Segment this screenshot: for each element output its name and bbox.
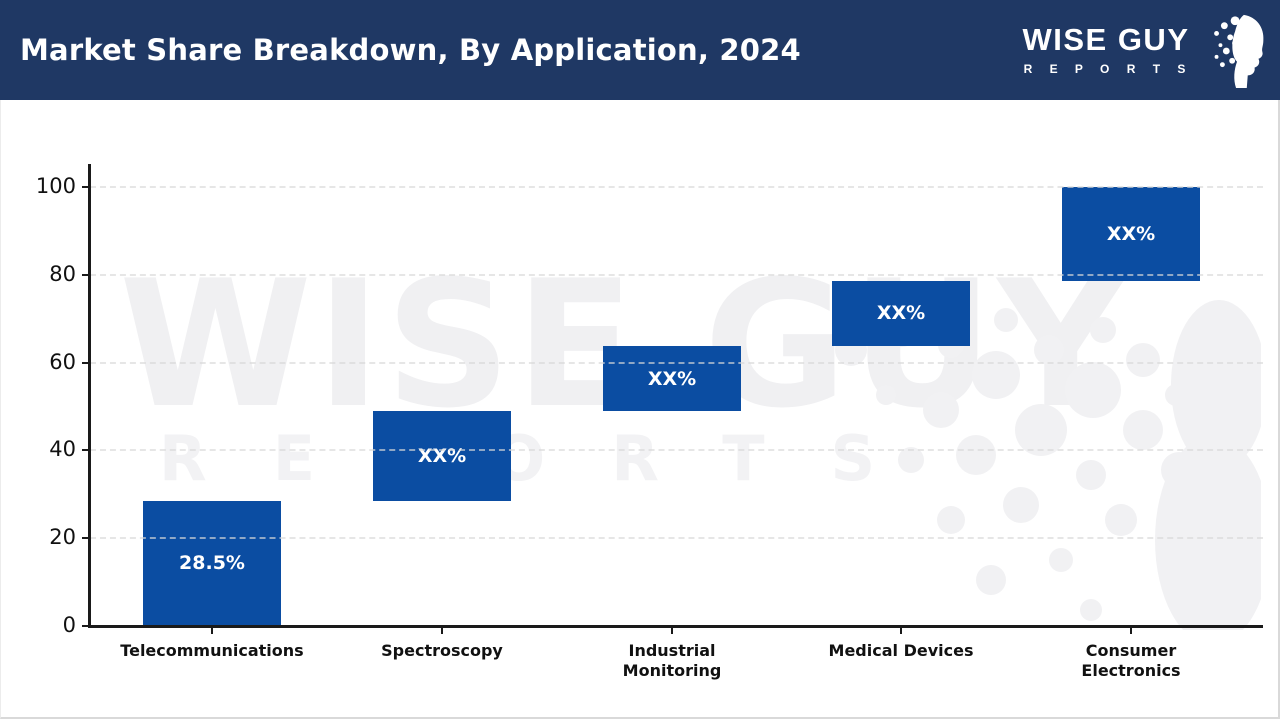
y-tick-label: 0 bbox=[62, 613, 76, 637]
x-category-label: Consumer Electronics bbox=[1081, 641, 1181, 681]
x-tick bbox=[900, 627, 902, 634]
y-tick-label: 40 bbox=[49, 437, 76, 462]
x-category-label: Industrial Monitoring bbox=[622, 641, 722, 681]
header: Market Share Breakdown, By Application, … bbox=[0, 0, 1280, 100]
chart-title: Market Share Breakdown, By Application, … bbox=[20, 33, 801, 67]
x-axis-line bbox=[88, 625, 1263, 628]
y-tick bbox=[82, 537, 89, 540]
watermark-head-icon bbox=[835, 300, 1261, 630]
y-tick bbox=[82, 361, 89, 364]
y-tick-label: 80 bbox=[49, 261, 76, 286]
plot-area: 28.5% XX% XX% XX% XX% 0 20 40 60 80 100 Telecommuni… bbox=[1, 100, 1278, 717]
waterfall-bar: 28.5% bbox=[143, 500, 281, 626]
x-tick bbox=[1130, 627, 1132, 634]
gridline bbox=[90, 361, 1263, 364]
gridline bbox=[90, 273, 1263, 276]
y-tick-label: 60 bbox=[49, 349, 76, 374]
x-category-label: Telecommunications bbox=[120, 641, 304, 660]
bar-value-label: XX% bbox=[417, 445, 467, 468]
waterfall-bar: XX% bbox=[603, 345, 741, 412]
watermark-subtext: REPORTS bbox=[159, 422, 942, 495]
wiseguy-logo: WISE GUY R E P O R T S bbox=[1008, 10, 1268, 90]
x-category-label: Spectroscopy bbox=[381, 641, 503, 660]
gridline bbox=[90, 449, 1263, 452]
y-tick bbox=[82, 449, 89, 452]
bar-value-label: XX% bbox=[876, 302, 926, 325]
waterfall-bar: XX% bbox=[373, 411, 511, 501]
logo-head-icon bbox=[1214, 14, 1264, 89]
logo-subtext: R E P O R T S bbox=[1023, 62, 1193, 76]
x-tick bbox=[671, 627, 673, 634]
chart-canvas: WISE GUY REPORTS bbox=[0, 100, 1280, 719]
bar-value-label: XX% bbox=[1106, 222, 1156, 245]
gridline bbox=[90, 186, 1263, 188]
waterfall-bar: XX% bbox=[1062, 187, 1200, 281]
x-tick bbox=[211, 627, 213, 634]
y-tick bbox=[82, 186, 89, 188]
gridline bbox=[90, 537, 1263, 540]
y-tick-label: 100 bbox=[35, 174, 76, 198]
bar-value-label: XX% bbox=[647, 367, 697, 390]
x-category-label: Medical Devices bbox=[828, 641, 974, 660]
y-tick bbox=[82, 625, 89, 627]
x-tick bbox=[441, 627, 443, 634]
logo-wordmark: WISE GUY bbox=[1022, 22, 1190, 57]
y-axis-line bbox=[88, 164, 91, 627]
bar-value-label: 28.5% bbox=[179, 552, 245, 575]
y-tick-label: 20 bbox=[49, 525, 76, 550]
waterfall-bar: XX% bbox=[832, 280, 970, 346]
y-tick bbox=[82, 273, 89, 276]
